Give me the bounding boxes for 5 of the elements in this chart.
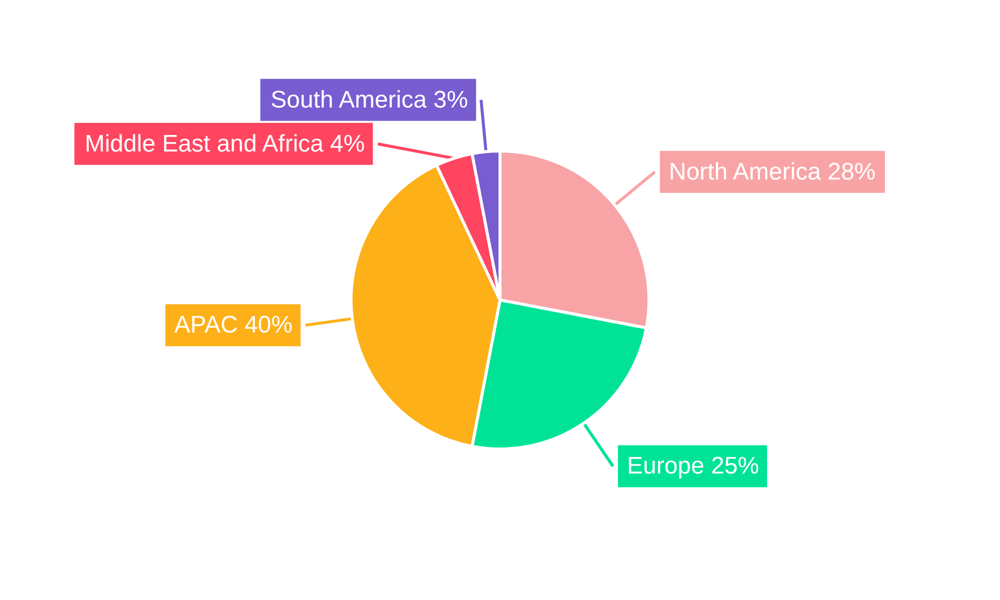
slice-label: North America 28% <box>668 158 876 186</box>
slice-label: Middle East and Africa 4% <box>84 130 365 158</box>
slice-label: APAC 40% <box>174 312 293 339</box>
slice-label: Europe 25% <box>626 452 760 480</box>
slice-label: South America 3% <box>270 86 468 114</box>
